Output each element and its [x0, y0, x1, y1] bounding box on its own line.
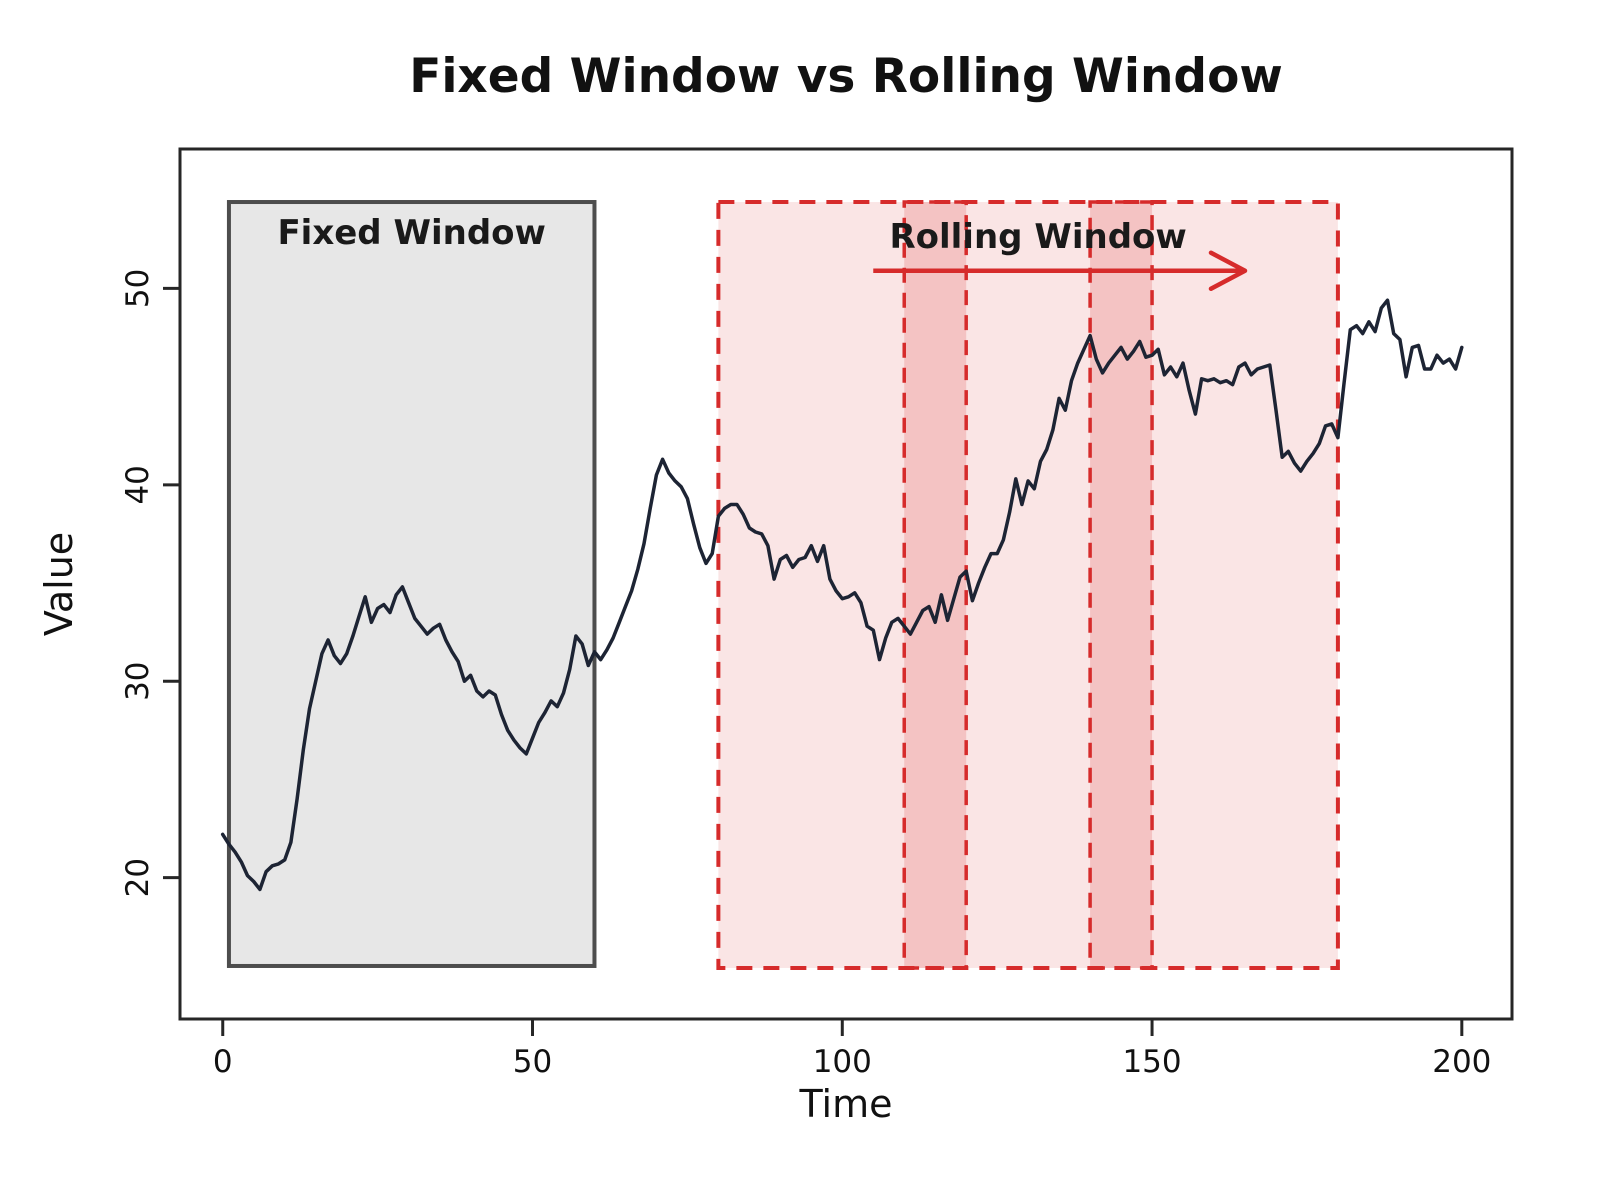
x-tick-label: 200 [1432, 1044, 1491, 1080]
x-tick-label: 0 [213, 1044, 233, 1080]
rolling-sub-window [1088, 200, 1154, 970]
y-axis-label: Value [37, 532, 81, 636]
y-tick-label: 50 [120, 269, 156, 308]
fixed-window-label: Fixed Window [277, 213, 546, 253]
fixed-window-region [226, 200, 597, 968]
y-tick-label: 20 [120, 858, 156, 897]
x-tick-label: 150 [1122, 1044, 1181, 1080]
chart-title: Fixed Window vs Rolling Window [409, 49, 1283, 104]
rolling-window-region [716, 200, 1340, 970]
rolling-sub-window [902, 200, 968, 970]
rolling-window-label: Rolling Window [889, 217, 1186, 257]
rolling-arrow-head [1208, 250, 1248, 292]
plot-border [178, 147, 1514, 1021]
x-axis-label: Time [799, 1082, 893, 1126]
series-line [220, 298, 1464, 892]
x-tick-label: 50 [513, 1044, 552, 1080]
x-tick-label: 100 [813, 1044, 872, 1080]
y-tick-label: 30 [120, 661, 156, 700]
plot-layer: 0 50 100 150 200 20 30 40 50 [120, 147, 1514, 1080]
y-tick-label: 40 [120, 465, 156, 504]
